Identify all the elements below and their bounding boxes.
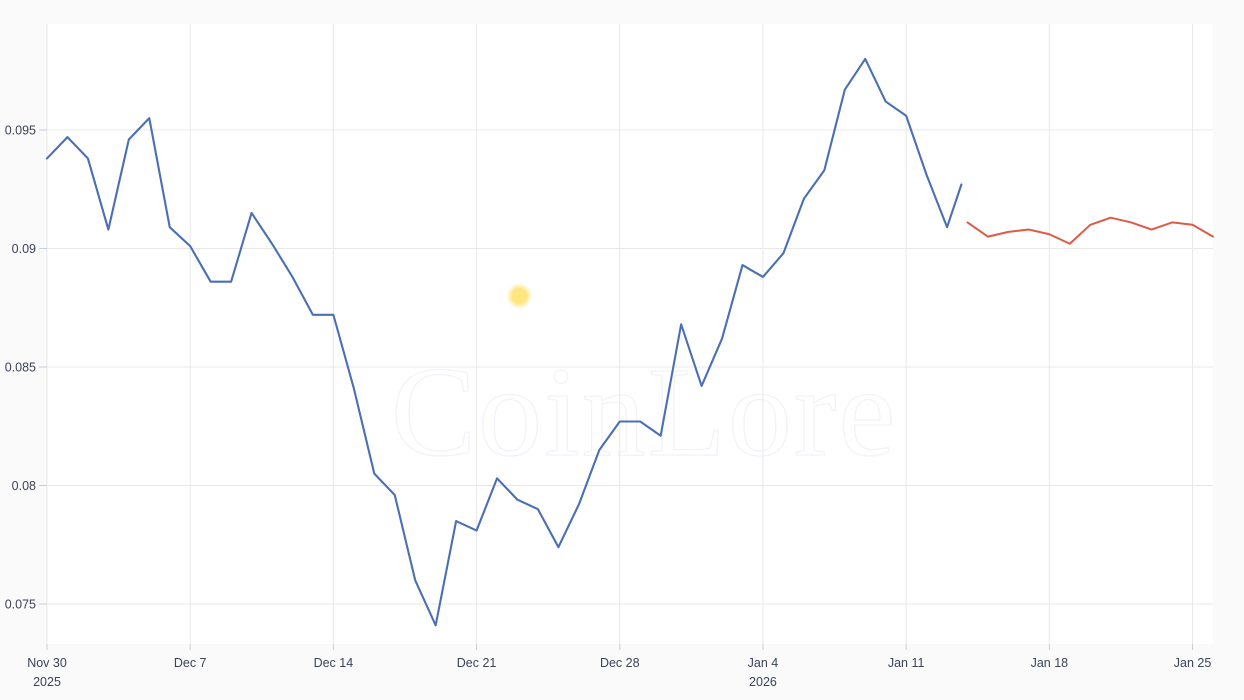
- x-axis-year-label: 2026: [749, 675, 777, 689]
- x-axis-tick-label: Jan 25: [1174, 656, 1212, 670]
- series-line-forecast: [966, 216, 1214, 245]
- y-axis-tick-label: 0.075: [5, 598, 36, 612]
- x-axis-tick-label: Dec 21: [457, 656, 497, 670]
- x-axis-tick-label: Jan 4: [748, 656, 779, 670]
- series-layer: [45, 57, 1214, 627]
- highlight-dot-marker[interactable]: [506, 282, 533, 309]
- x-axis-tick-label: Jan 18: [1031, 656, 1069, 670]
- x-axis-ticks: Nov 30 2025 Dec 7 Dec 14 Dec 21 Dec 28 Jan 4 20…: [27, 656, 1211, 689]
- x-axis-tick-label: Dec 14: [314, 656, 354, 670]
- y-axis-ticks: 0.095 0.09 0.085 0.08 0.075: [5, 124, 47, 612]
- y-axis-tick-label: 0.085: [5, 361, 36, 375]
- x-axis-tick-label: Jan 11: [888, 656, 925, 670]
- series-line-historical: [45, 57, 963, 627]
- x-axis-tick-label: Dec 7: [174, 656, 207, 670]
- y-axis-tick-label: 0.095: [5, 124, 36, 138]
- plot-area-background: [47, 24, 1213, 644]
- x-axis-tick-label: Dec 28: [600, 656, 640, 670]
- markers-layer: [506, 282, 533, 309]
- x-axis-tick-label: Nov 30: [27, 656, 67, 670]
- gridlines: [46, 24, 1213, 650]
- x-axis-year-label: 2025: [33, 675, 61, 689]
- y-axis-tick-label: 0.08: [12, 479, 36, 493]
- y-axis-tick-label: 0.09: [12, 242, 36, 256]
